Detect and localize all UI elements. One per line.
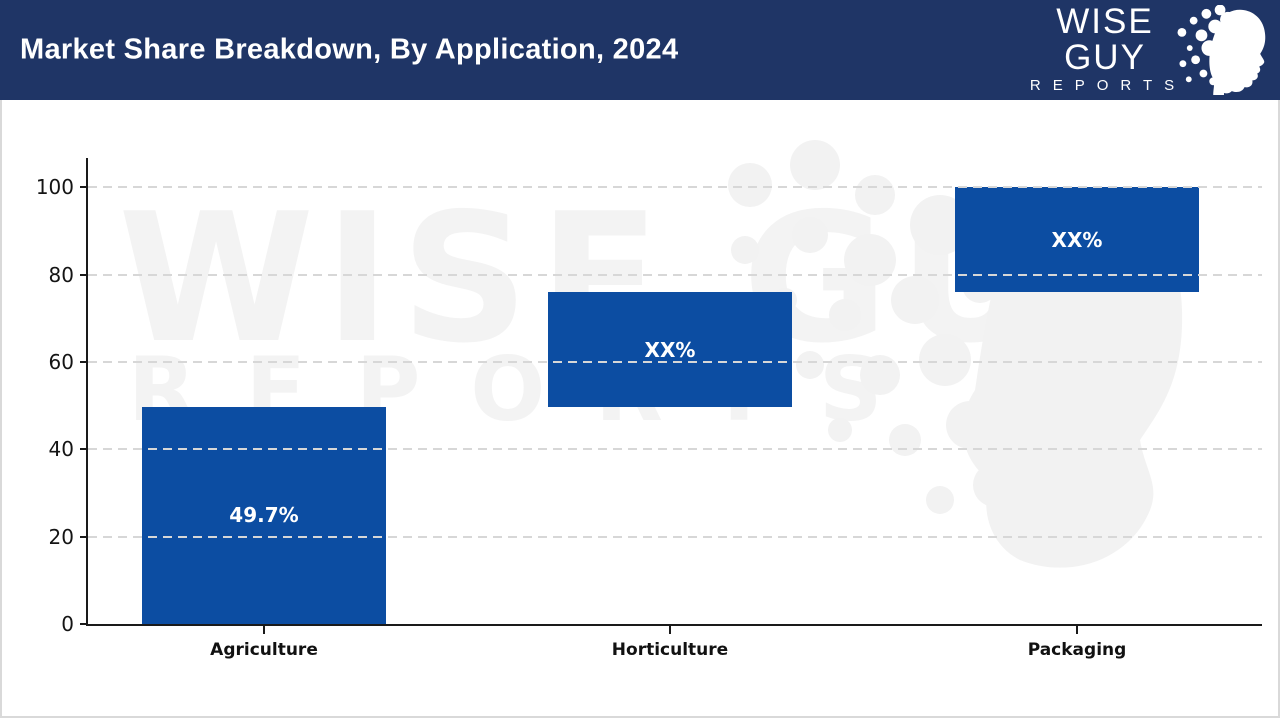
x-tick-label-packaging: Packaging [1027, 640, 1127, 660]
bar-value-label: XX% [1051, 227, 1103, 252]
x-tick-label-horticulture: Horticulture [611, 640, 729, 660]
bar-horticulture: XX% [548, 292, 792, 407]
y-tick-label-60: 60 [48, 349, 74, 374]
brand-name: WISE GUY [1056, 2, 1154, 77]
y-axis-line [86, 158, 88, 626]
brand-subname: REPORTS [1029, 77, 1187, 94]
page-title: Market Share Breakdown, By Application, … [20, 33, 679, 66]
bar-value-label: 49.7% [229, 503, 299, 528]
y-tick-label-100: 100 [35, 175, 74, 200]
gridline-60 [88, 360, 1262, 363]
bar-agriculture: 49.7% [142, 406, 386, 624]
y-tick-label-80: 80 [48, 262, 74, 287]
x-tick-horticulture [669, 626, 671, 634]
brand-logo: WISE GUY REPORTS [1022, 4, 1272, 96]
bar-packaging: XX% [955, 187, 1199, 293]
header-bar: Market Share Breakdown, By Application, … [0, 0, 1280, 100]
gridline-80 [88, 273, 1262, 276]
y-tick-label-0: 0 [61, 612, 74, 636]
brand-logo-text: WISE GUY REPORTS [1022, 4, 1188, 96]
x-tick-packaging [1076, 626, 1078, 634]
y-tick-80 [80, 273, 88, 276]
gridline-100 [88, 186, 1262, 189]
bar-value-label: XX% [644, 337, 696, 362]
x-tick-agriculture [263, 626, 265, 634]
x-tick-label-agriculture: Agriculture [210, 640, 318, 660]
y-tick-0 [80, 623, 88, 625]
y-tick-20 [80, 535, 88, 538]
dotted-head-icon [1177, 5, 1266, 95]
y-tick-40 [80, 448, 88, 451]
x-axis-line [86, 624, 1262, 626]
y-tick-label-40: 40 [48, 437, 74, 462]
y-tick-label-20: 20 [48, 524, 74, 549]
y-tick-60 [80, 360, 88, 363]
y-tick-100 [80, 186, 88, 189]
gridline-20 [88, 535, 1262, 538]
gridline-40 [88, 448, 1262, 451]
